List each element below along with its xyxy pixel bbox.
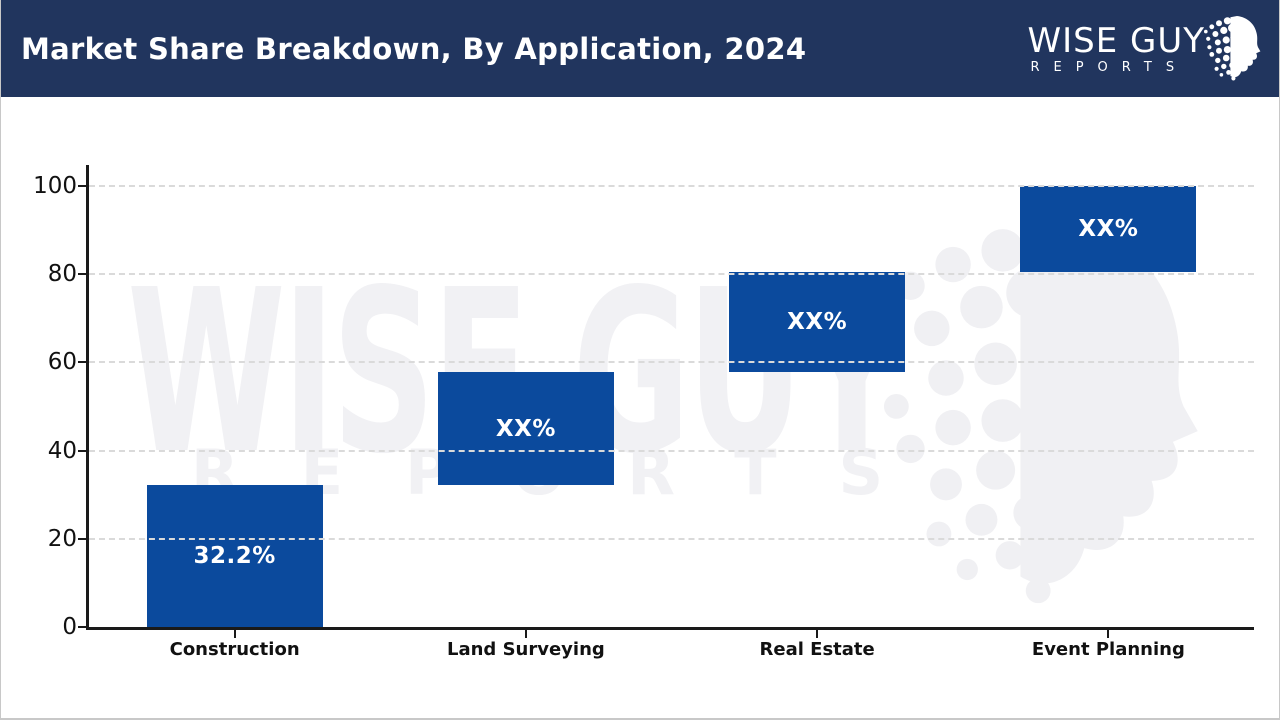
bar-value-label: XX%	[1078, 215, 1139, 242]
y-tick-label: 100	[33, 173, 77, 199]
bar-value-label: 32.2%	[193, 542, 276, 569]
x-tick-label: Event Planning	[1031, 639, 1185, 660]
y-tick-label: 0	[62, 614, 77, 640]
y-tick-mark	[78, 361, 87, 364]
logo-head-icon	[1204, 15, 1261, 80]
bar-event-planning: XX%	[1020, 186, 1197, 272]
gridline-y-100	[89, 185, 1254, 187]
y-tick-mark	[78, 185, 87, 187]
gridline-y-60	[89, 361, 1254, 364]
logo-subtitle: REPORTS	[1030, 59, 1189, 75]
y-tick-mark	[78, 537, 87, 540]
gridline-y-20	[89, 537, 1254, 540]
y-axis	[86, 165, 89, 629]
x-tick-label: Real Estate	[759, 639, 875, 660]
x-tick-mark	[524, 630, 527, 638]
x-tick-label: Land Surveying	[446, 639, 605, 660]
y-tick-label: 80	[47, 261, 77, 288]
x-tick-mark	[1107, 630, 1110, 638]
y-tick-label: 60	[47, 349, 77, 376]
page-title: Market Share Breakdown, By Application, …	[21, 31, 807, 66]
gridline-y-80	[89, 273, 1254, 276]
x-tick-label: Construction	[169, 639, 300, 660]
y-tick-label: 20	[47, 525, 77, 552]
y-tick-mark	[78, 273, 87, 276]
bar-real-estate: XX%	[729, 271, 906, 373]
x-tick-mark	[233, 630, 236, 638]
logo-wordmark: WISE GUY	[1027, 20, 1205, 61]
bar-value-label: XX%	[495, 415, 556, 442]
gridline-y-40	[89, 449, 1254, 452]
x-tick-mark	[816, 630, 819, 638]
y-tick-mark	[78, 449, 87, 452]
header: Market Share Breakdown, By Application, …	[1, 0, 1279, 97]
bar-land-surveying: XX%	[437, 372, 614, 485]
bar-construction: 32.2%	[146, 484, 323, 627]
x-axis	[86, 627, 1254, 630]
watermark-head-icon	[864, 222, 1198, 604]
logo-text: WISE GUY REPORTS	[1027, 24, 1205, 74]
y-tick-mark	[78, 626, 87, 628]
wiseguy-logo: WISE GUY REPORTS	[1027, 8, 1261, 90]
y-tick-label: 40	[47, 437, 77, 464]
bar-value-label: XX%	[787, 308, 848, 335]
